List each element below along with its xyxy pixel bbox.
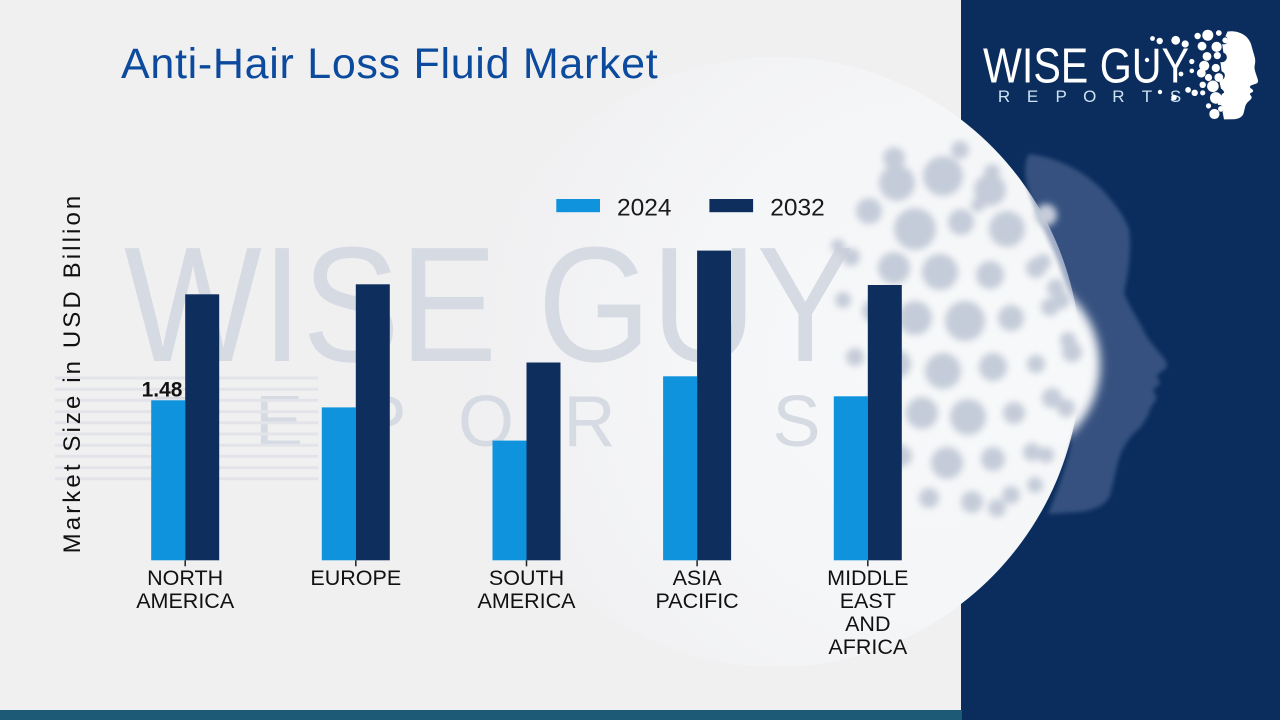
svg-text:EUROPE: EUROPE (310, 566, 401, 590)
svg-text:T: T (1142, 87, 1152, 106)
svg-text:Market Size in USD Billion: Market Size in USD Billion (59, 193, 86, 554)
svg-text:PACIFIC: PACIFIC (655, 589, 738, 613)
svg-text:SOUTH: SOUTH (489, 566, 564, 590)
svg-text:AMERICA: AMERICA (136, 589, 235, 613)
svg-text:2032: 2032 (770, 194, 825, 221)
svg-text:P: P (1056, 87, 1067, 106)
svg-text:WISE GUY: WISE GUY (124, 213, 854, 396)
svg-text:S: S (772, 382, 820, 462)
svg-text:2024: 2024 (617, 194, 672, 221)
svg-text:WISE GUY: WISE GUY (983, 40, 1189, 94)
svg-text:R: R (1112, 87, 1124, 106)
svg-text:NORTH: NORTH (147, 566, 223, 590)
svg-text:AFRICA: AFRICA (828, 635, 908, 659)
svg-text:Anti-Hair Loss Fluid Market: Anti-Hair Loss Fluid Market (121, 40, 658, 88)
svg-text:R: R (564, 382, 616, 462)
svg-text:AMERICA: AMERICA (478, 589, 577, 613)
svg-text:R: R (998, 87, 1010, 106)
svg-text:ASIA: ASIA (673, 566, 723, 590)
svg-text:MIDDLE: MIDDLE (827, 566, 908, 590)
svg-text:EAST: EAST (840, 589, 896, 613)
svg-text:AND: AND (845, 612, 890, 636)
svg-text:O: O (1083, 87, 1096, 106)
svg-text:1.48: 1.48 (142, 378, 183, 401)
svg-text:E: E (1027, 87, 1038, 106)
